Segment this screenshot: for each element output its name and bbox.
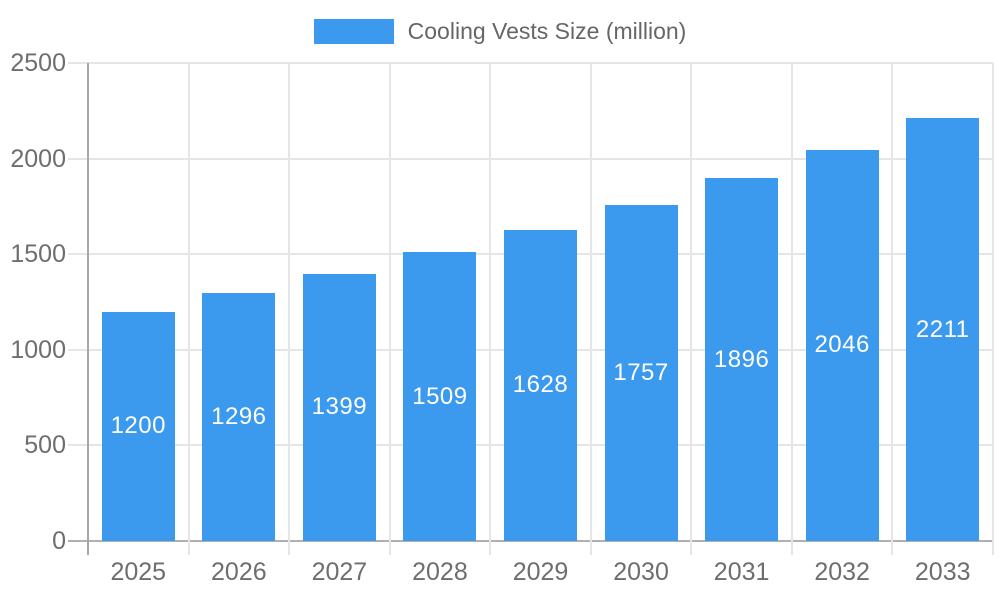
legend-item[interactable]: Cooling Vests Size (million) (313, 17, 687, 45)
x-tick-label: 2030 (613, 558, 669, 586)
v-gridline (489, 63, 492, 541)
y-tick-label: 0 (52, 527, 66, 555)
bar-value-label: 1200 (110, 412, 166, 440)
plot-area: 1200 1296 1399 1509 1628 1757 1896 2046 2211 (68, 62, 994, 555)
v-gridline (288, 63, 291, 541)
x-tick-label: 2029 (512, 558, 569, 586)
x-axis-tick (690, 541, 693, 555)
x-axis-tick (589, 541, 592, 555)
v-gridline (891, 63, 894, 541)
x-tick-label: 2031 (713, 558, 770, 586)
bar-value-label: 1399 (311, 393, 368, 421)
x-tick-label: 2025 (110, 558, 167, 586)
y-tick-label: 500 (24, 431, 66, 460)
y-tick-label: 2000 (10, 144, 66, 173)
bar-value-label: 1896 (713, 345, 770, 373)
h-gridline (68, 157, 993, 160)
bar-value-label: 1628 (512, 371, 569, 399)
y-tick-label: 1500 (10, 240, 66, 269)
x-axis-tick (790, 541, 793, 555)
x-axis-tick (992, 541, 994, 555)
y-axis-line (87, 63, 89, 555)
bar-value-label: 1509 (412, 382, 468, 410)
bar-value-label: 2046 (814, 331, 870, 359)
bar-2030[interactable]: 1757 (604, 205, 678, 541)
x-axis-tick (489, 541, 492, 555)
bar-2027[interactable]: 1399 (302, 273, 376, 541)
bar-value-label: 1296 (211, 403, 267, 431)
v-gridline (589, 63, 592, 541)
x-tick-label: 2028 (412, 558, 468, 586)
bar-2029[interactable]: 1628 (504, 229, 577, 541)
x-tick-label: 2032 (814, 558, 870, 586)
x-axis-line (68, 540, 993, 542)
x-tick-label: 2027 (311, 558, 368, 586)
bar-2031[interactable]: 1896 (705, 178, 779, 541)
bar-2025[interactable]: 1200 (101, 311, 175, 541)
v-gridline (187, 63, 190, 541)
bar-2033[interactable]: 2211 (906, 118, 980, 541)
bar-value-label: 2211 (915, 315, 970, 343)
v-gridline (388, 63, 391, 541)
x-axis-tick (388, 541, 391, 555)
chart-legend: Cooling Vests Size (million) (0, 15, 1000, 47)
legend-color-swatch (313, 18, 394, 44)
y-tick-label: 2500 (10, 49, 66, 77)
h-gridline (68, 62, 993, 64)
x-axis-tick (288, 541, 291, 555)
v-gridline (992, 63, 994, 541)
y-tick-label: 1000 (10, 335, 66, 364)
v-gridline (790, 63, 793, 541)
x-axis-tick (891, 541, 894, 555)
v-gridline (690, 63, 693, 541)
x-axis-tick (187, 541, 190, 555)
bar-2032[interactable]: 2046 (805, 149, 879, 541)
bar-2028[interactable]: 1509 (403, 252, 477, 541)
legend-label: Cooling Vests Size (million) (407, 17, 687, 44)
bar-value-label: 1757 (613, 359, 669, 387)
x-tick-label: 2026 (211, 558, 267, 586)
bar-2026[interactable]: 1296 (202, 293, 276, 541)
x-tick-label: 2033 (914, 558, 971, 586)
